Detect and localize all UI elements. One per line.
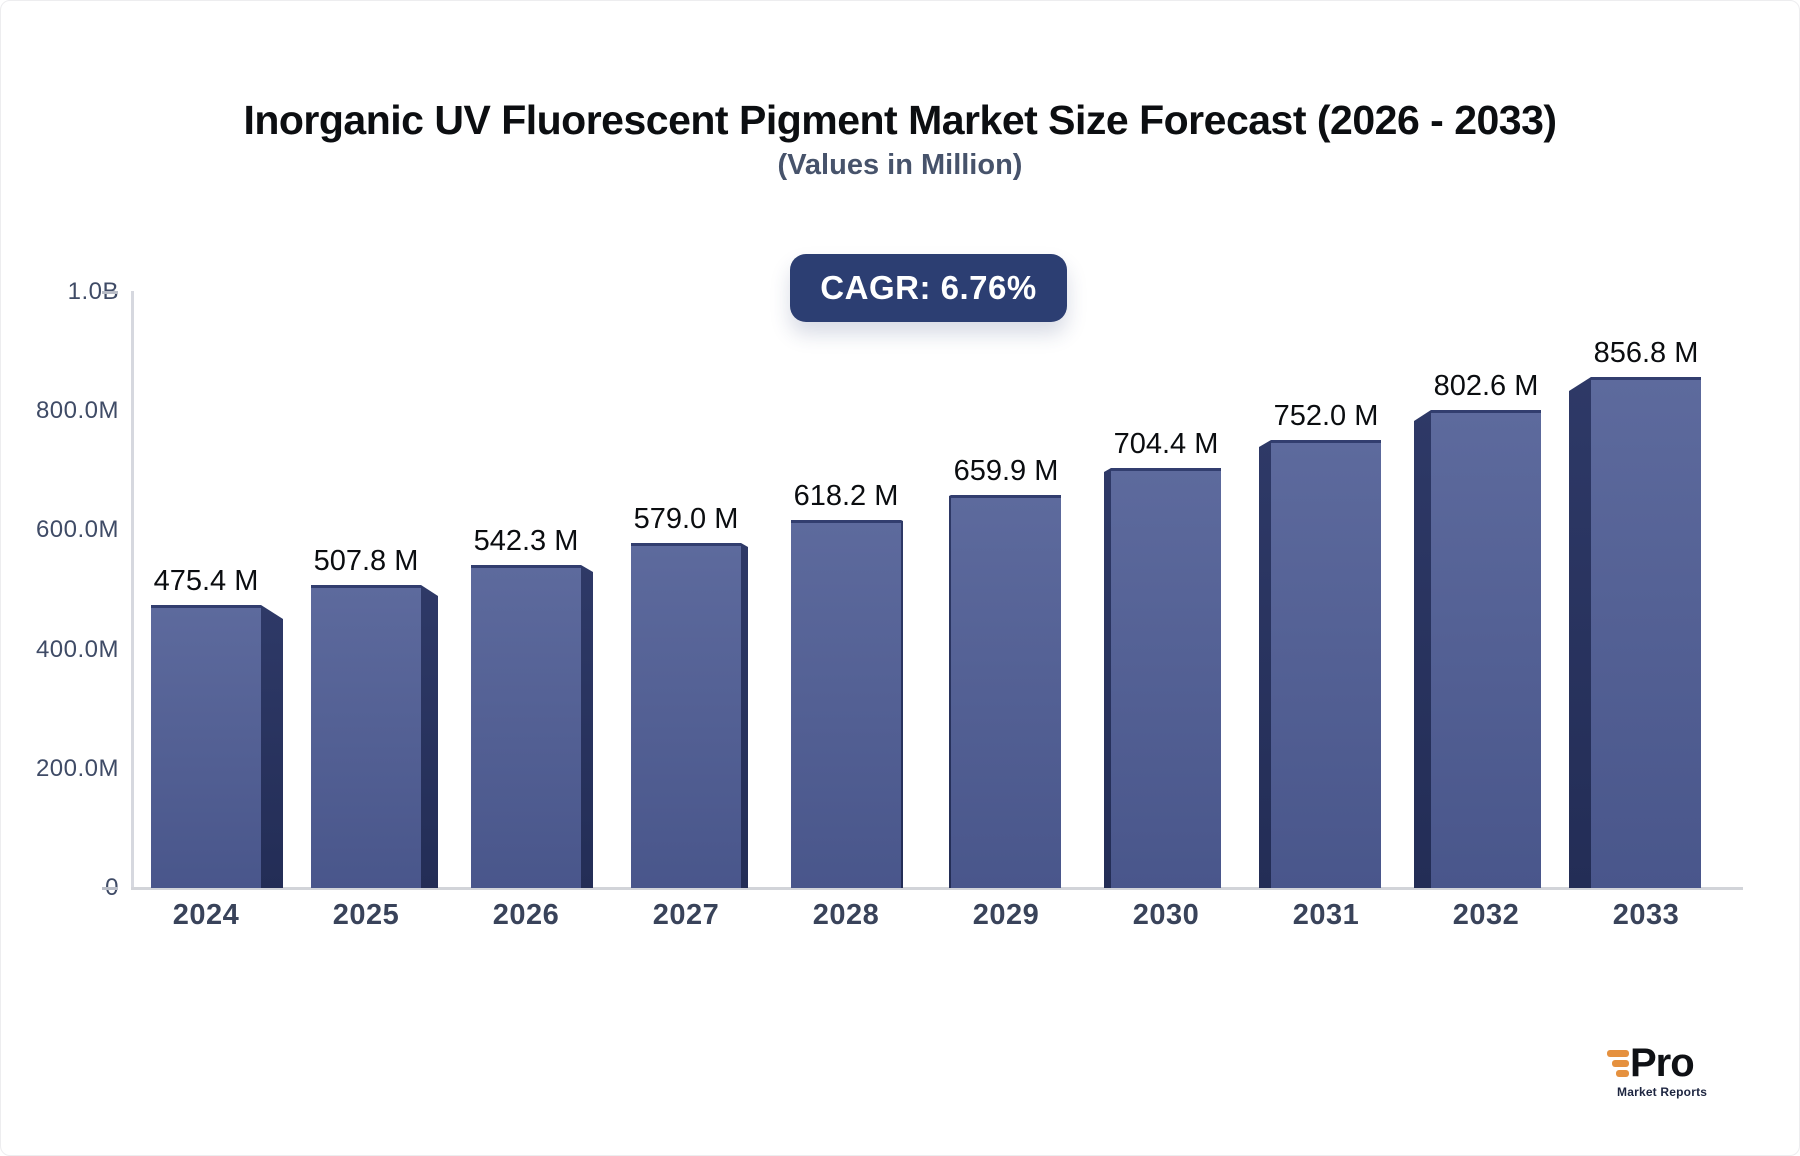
y-axis-label: 800.0M: [35, 397, 119, 425]
bar-front-face: [471, 565, 581, 888]
x-axis-label-2026: 2026: [492, 899, 560, 931]
chart-title: Inorganic UV Fluorescent Pigment Market …: [243, 97, 1557, 143]
y-axis-line: [131, 291, 134, 889]
x-axis-label-2024: 2024: [172, 899, 240, 931]
y-axis-label: 600.0M: [35, 516, 119, 544]
bar-value-label: 542.3 M: [473, 525, 579, 557]
bar-front-face: [791, 520, 901, 888]
x-axis-label-2025: 2025: [332, 899, 400, 931]
bar-side-face: [949, 495, 951, 888]
bar-side-face: [1569, 377, 1591, 888]
bar-side-face: [1414, 410, 1431, 888]
y-axis-label: 200.0M: [35, 754, 119, 782]
bar-value-label: 475.4 M: [153, 565, 259, 597]
logo-name: Pro: [1630, 1041, 1695, 1085]
bar-side-face: [1259, 440, 1271, 888]
y-axis-tick: [102, 887, 118, 890]
y-axis-tick: [102, 291, 118, 294]
bar-value-label: 704.4 M: [1113, 428, 1219, 460]
x-axis-label-2030: 2030: [1132, 899, 1200, 931]
bar-front-face: [951, 495, 1061, 888]
bar-side-face: [261, 605, 283, 888]
bar-value-label: 802.6 M: [1433, 370, 1539, 402]
x-axis-label-2029: 2029: [972, 899, 1040, 931]
bar-value-label: 579.0 M: [633, 503, 739, 535]
y-axis-label: 400.0M: [35, 635, 119, 663]
bar-front-face: [151, 605, 261, 888]
bar-front-face: [1111, 468, 1221, 888]
bar-value-label: 752.0 M: [1273, 400, 1379, 432]
x-axis-label-2033: 2033: [1612, 899, 1680, 931]
bar-side-face: [421, 585, 438, 888]
bar-side-face: [901, 520, 903, 888]
bar-front-face: [311, 585, 421, 888]
logo-speed-bars-icon: [1603, 1050, 1629, 1080]
x-axis-label-2032: 2032: [1452, 899, 1520, 931]
bar-front-face: [1431, 410, 1541, 888]
bar-side-face: [581, 565, 593, 888]
x-axis-label-2031: 2031: [1292, 899, 1360, 931]
bar-front-face: [1591, 377, 1701, 888]
x-axis-label-2027: 2027: [652, 899, 720, 931]
cagr-badge: CAGR: 6.76%: [790, 254, 1067, 322]
chart-subtitle: (Values in Million): [777, 149, 1023, 181]
logo-tagline: Market Reports: [1617, 1085, 1708, 1099]
bar-side-face: [1104, 468, 1111, 888]
pro-market-reports-logo: Pro Market Reports: [1603, 1043, 1733, 1099]
bar-value-label: 659.9 M: [953, 455, 1059, 487]
bar-value-label: 618.2 M: [793, 480, 899, 512]
bar-front-face: [631, 543, 741, 888]
bar-value-label: 507.8 M: [313, 545, 419, 577]
bar-value-label: 856.8 M: [1593, 337, 1699, 369]
bar-side-face: [741, 543, 748, 888]
x-axis-label-2028: 2028: [812, 899, 880, 931]
bar-front-face: [1271, 440, 1381, 888]
cagr-badge-label: CAGR: 6.76%: [820, 269, 1037, 306]
x-axis-line: [131, 887, 1743, 890]
